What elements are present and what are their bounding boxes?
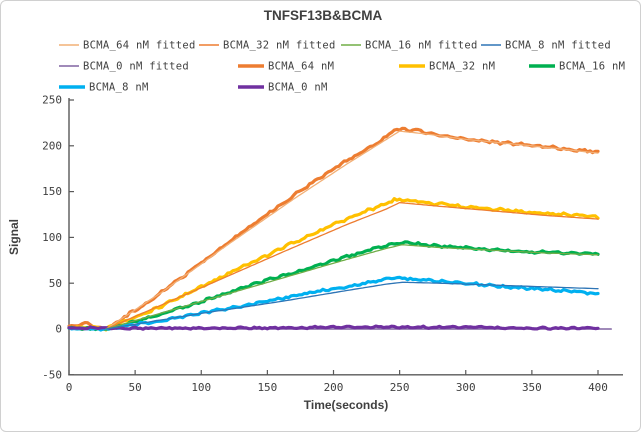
legend-item-label: BCMA_0 nM (268, 82, 328, 94)
legend-item-bcma-32-nm-fitted: BCMA_32 nM fitted (199, 40, 336, 52)
legend-item-label: BCMA_0 nM fitted (83, 61, 189, 73)
y-tick-label: 0 (55, 323, 62, 336)
legend-item-bcma-32-nm: BCMA_32 nM (399, 61, 495, 73)
legend-item-label: BCMA_64 nM (268, 61, 334, 73)
x-tick-label: 0 (66, 381, 73, 394)
series-line-bcma-8-nm-fitted (105, 281, 599, 330)
series-line-bcma-32-nm (67, 197, 600, 332)
chart-axes: 0 50 100 150 200 250 300 350 400 -50 0 50 100 150 200 2… (42, 94, 623, 394)
x-tick-label: 50 (129, 381, 142, 394)
legend-item-bcma-8-nm-fitted: BCMA_8 nM fitted (481, 40, 611, 52)
y-tick-label: -50 (42, 368, 62, 381)
y-tick-label: 250 (42, 94, 62, 107)
legend-item-bcma-0-nm-fitted: BCMA_0 nM fitted (59, 61, 189, 73)
chart-legend: BCMA_64 nM fitted BCMA_32 nM fitted BCMA_1… (59, 40, 625, 94)
legend-item-bcma-8-nm: BCMA_8 nM (59, 82, 149, 94)
x-tick-label: 200 (324, 381, 344, 394)
x-tick-label: 100 (191, 381, 211, 394)
legend-item-label: BCMA_8 nM fitted (505, 40, 611, 52)
legend-item-bcma-16-nm: BCMA_16 nM (529, 61, 625, 73)
x-tick-label: 350 (522, 381, 542, 394)
legend-item-bcma-64-nm: BCMA_64 nM (238, 61, 334, 73)
x-tick-label: 400 (588, 381, 608, 394)
series-line-bcma-64-nm (67, 126, 600, 331)
legend-item-bcma-16-nm-fitted: BCMA_16 nM fitted (341, 40, 478, 52)
series-line-bcma-32-nm-fitted (105, 201, 599, 330)
x-tick-label: 300 (456, 381, 476, 394)
series-line-bcma-64-nm-fitted (105, 130, 599, 330)
x-tick-label: 250 (390, 381, 410, 394)
y-axis-label: Signal (7, 219, 21, 255)
x-axis-label: Time(seconds) (304, 398, 388, 412)
legend-item-label: BCMA_32 nM (429, 61, 495, 73)
legend-item-label: BCMA_16 nM fitted (365, 40, 478, 52)
legend-item-label: BCMA_16 nM (559, 61, 625, 73)
series-line-bcma-16-nm-fitted (105, 244, 599, 330)
chart-title: TNFSF13B&BCMA (264, 8, 383, 23)
legend-item-label: BCMA_32 nM fitted (223, 40, 336, 52)
legend-item-label: BCMA_8 nM (89, 82, 149, 94)
chart-series (67, 126, 612, 332)
series-line-bcma-0-nm (67, 324, 600, 331)
legend-item-label: BCMA_64 nM fitted (83, 40, 196, 52)
x-tick-label: 150 (257, 381, 277, 394)
y-tick-label: 150 (42, 185, 62, 198)
y-tick-label: 200 (42, 139, 62, 152)
series-line-bcma-8-nm (67, 275, 600, 332)
legend-item-bcma-0-nm: BCMA_0 nM (238, 82, 328, 94)
y-tick-label: 50 (49, 277, 62, 290)
legend-item-bcma-64-nm-fitted: BCMA_64 nM fitted (59, 40, 196, 52)
y-tick-label: 100 (42, 231, 62, 244)
